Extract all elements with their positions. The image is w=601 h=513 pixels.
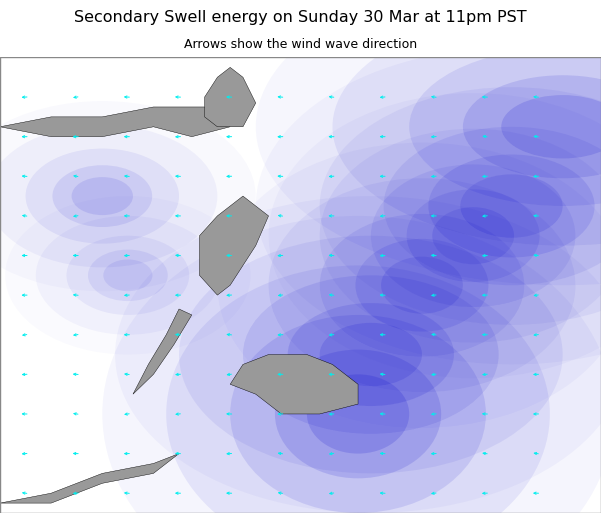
Ellipse shape	[88, 250, 168, 301]
Ellipse shape	[179, 235, 563, 473]
Ellipse shape	[407, 189, 540, 282]
Ellipse shape	[383, 127, 601, 285]
Ellipse shape	[501, 95, 601, 159]
Ellipse shape	[72, 177, 133, 215]
Ellipse shape	[269, 179, 575, 392]
Text: Arrows show the wind wave direction: Arrows show the wind wave direction	[184, 38, 417, 51]
Ellipse shape	[307, 374, 409, 453]
Ellipse shape	[52, 165, 152, 227]
Polygon shape	[133, 309, 192, 394]
Polygon shape	[0, 107, 230, 136]
Ellipse shape	[460, 174, 563, 238]
Ellipse shape	[371, 164, 575, 307]
Ellipse shape	[275, 349, 441, 478]
Ellipse shape	[166, 265, 550, 513]
Polygon shape	[0, 453, 179, 503]
Ellipse shape	[67, 235, 189, 315]
Ellipse shape	[230, 315, 486, 513]
Ellipse shape	[355, 239, 489, 331]
Polygon shape	[200, 196, 269, 295]
Polygon shape	[204, 67, 256, 127]
Ellipse shape	[409, 48, 601, 206]
Ellipse shape	[288, 303, 454, 406]
Ellipse shape	[320, 214, 524, 357]
Ellipse shape	[320, 323, 422, 386]
Ellipse shape	[103, 260, 153, 291]
Ellipse shape	[320, 87, 601, 325]
Ellipse shape	[432, 207, 514, 264]
Ellipse shape	[429, 154, 594, 258]
Text: Secondary Swell energy on Sunday 30 Mar at 11pm PST: Secondary Swell energy on Sunday 30 Mar …	[74, 10, 527, 25]
Ellipse shape	[463, 75, 601, 179]
Ellipse shape	[26, 149, 179, 244]
Polygon shape	[230, 354, 358, 414]
Ellipse shape	[381, 256, 463, 314]
Ellipse shape	[332, 8, 601, 246]
Ellipse shape	[243, 275, 499, 434]
